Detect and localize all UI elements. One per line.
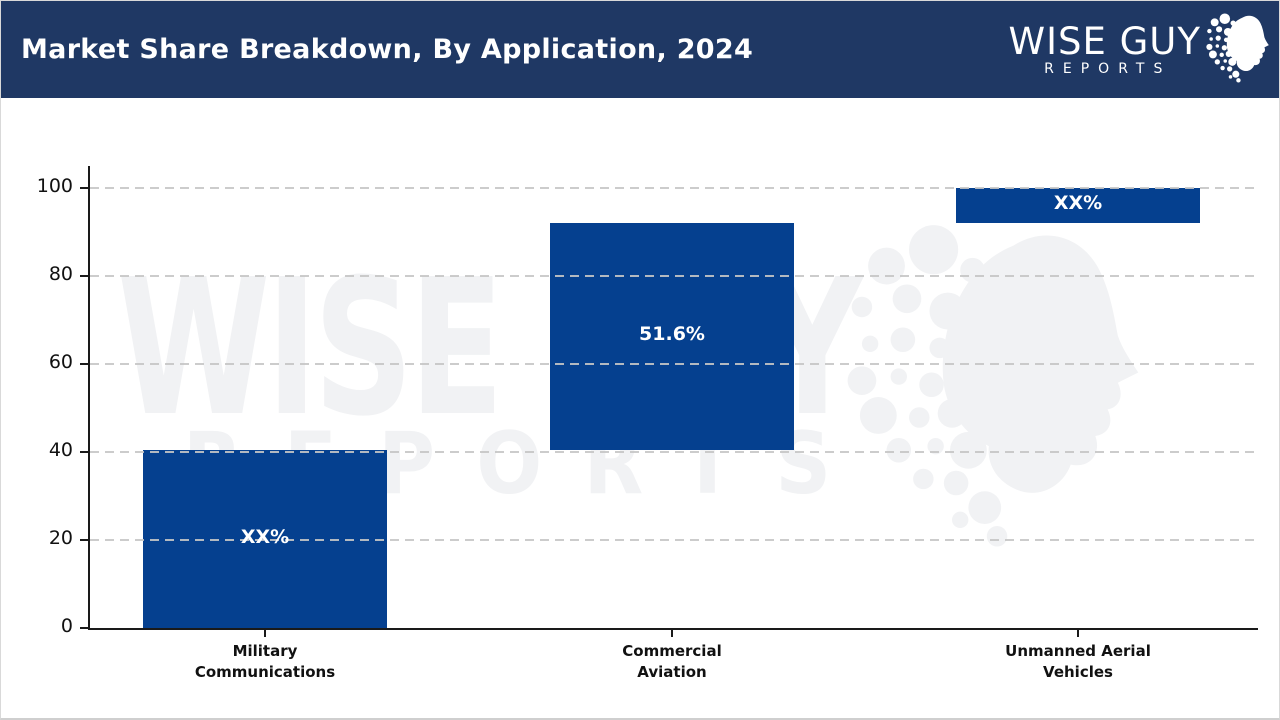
gridline-80 [90, 275, 1257, 277]
bar-military-communications [143, 449, 387, 628]
gridline-100 [90, 187, 1257, 189]
y-tick-label: 60 [48, 351, 73, 373]
bar-unmanned-aerial-vehicles [956, 188, 1200, 223]
y-tick-label: 40 [48, 439, 73, 461]
x-category-label: Unmanned Aerial Vehicles [1005, 642, 1151, 681]
y-tick-mark [80, 627, 88, 629]
header: Market Share Breakdown, By Application, … [1, 1, 1279, 98]
x-tick-mark [671, 630, 673, 637]
bar-value-label: 51.6% [639, 323, 705, 346]
logo-wordmark-line2: REPORTS [1044, 60, 1172, 77]
y-tick-mark [80, 187, 88, 189]
page-title: Market Share Breakdown, By Application, … [21, 34, 754, 65]
logo-wordmark: WISE GUY REPORTS [1008, 20, 1201, 77]
y-tick-mark [80, 363, 88, 365]
x-category-label: Military Communications [194, 642, 336, 681]
x-tick-mark [1077, 630, 1079, 637]
y-tick-mark [80, 539, 88, 541]
bar-value-label: XX% [240, 525, 290, 548]
logo-head-profile-icon [1205, 11, 1271, 89]
x-tick-mark [264, 630, 266, 637]
y-tick-label: 80 [48, 263, 73, 285]
x-axis-line [88, 628, 1258, 630]
y-axis-line [88, 166, 90, 630]
brand-logo: WISE GUY REPORTS [1009, 5, 1271, 94]
y-tick-mark [80, 275, 88, 277]
gridline-60 [90, 363, 1257, 365]
bar-commercial-aviation [550, 222, 794, 450]
y-tick-label: 0 [60, 615, 73, 637]
gridline-40 [90, 451, 1257, 453]
gridline-20 [90, 539, 1257, 541]
x-category-label: Commercial Aviation [622, 642, 722, 681]
logo-wordmark-line1: WISE GUY [1008, 20, 1201, 64]
bar-value-label: XX% [1053, 192, 1103, 215]
y-tick-mark [80, 451, 88, 453]
y-tick-label: 100 [36, 175, 73, 197]
y-tick-label: 20 [48, 527, 73, 549]
